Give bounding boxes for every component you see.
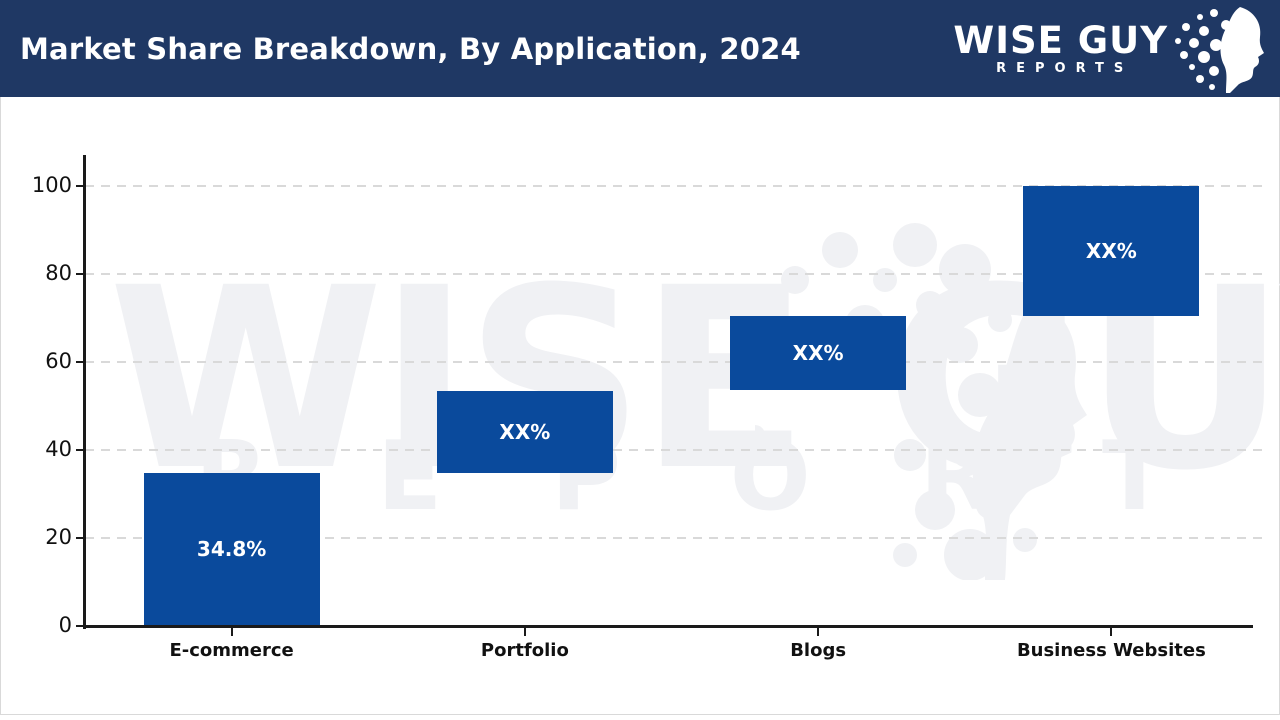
x-axis-line	[83, 625, 1253, 628]
y-axis-tick-label: 40	[45, 436, 72, 461]
header-banner: Market Share Breakdown, By Application, …	[0, 0, 1280, 97]
y-axis-tick-label: 60	[45, 348, 72, 373]
bar-value-label: XX%	[1085, 238, 1137, 263]
logo-brand-text: WISE GUY	[953, 19, 1168, 62]
x-axis-tickmark	[817, 628, 820, 636]
x-axis-tickmark	[1110, 628, 1113, 636]
gridline	[85, 536, 1265, 539]
watermark-sub-text: R E P O R T S	[195, 422, 1280, 532]
x-axis-category-label: E-commerce	[169, 640, 294, 661]
y-axis-line	[83, 155, 86, 629]
watermark-face-dots-icon	[755, 223, 1087, 580]
y-axis-tickmark	[76, 272, 85, 275]
y-axis-tickmark	[76, 184, 85, 187]
bar-value-label: 34.8%	[196, 537, 267, 562]
x-axis-tickmark	[230, 628, 233, 636]
bar-segment: XX%	[1023, 185, 1200, 316]
x-axis-tickmark	[523, 628, 526, 636]
page-title: Market Share Breakdown, By Application, …	[20, 31, 801, 66]
bar-value-label: XX%	[792, 341, 844, 366]
gridline	[85, 272, 1265, 275]
logo-face-dots-icon	[1175, 6, 1264, 93]
y-axis-tick-label: 80	[45, 260, 72, 285]
gridline	[85, 360, 1265, 363]
x-axis-category-label: Business Websites	[1016, 640, 1206, 661]
logo-wordmark: WISE GUY REPORTS	[953, 22, 1168, 75]
x-axis-category-label: Blogs	[790, 640, 847, 661]
bar-segment: XX%	[730, 315, 907, 391]
bar-segment: 34.8%	[143, 472, 320, 626]
y-axis-tick-label: 0	[58, 613, 72, 637]
bar-segment: XX%	[436, 390, 613, 473]
x-axis-category-label: Portfolio	[480, 640, 569, 661]
wiseguy-logo: WISE GUY REPORTS	[953, 3, 1280, 95]
y-axis-tick-label: 100	[31, 172, 72, 197]
logo-sub-text: REPORTS	[996, 61, 1134, 76]
y-axis-tickmark	[76, 448, 85, 451]
y-axis-tickmark	[76, 625, 85, 627]
y-axis-tickmark	[76, 536, 85, 539]
gridline	[85, 184, 1265, 187]
y-axis-tick-label: 20	[45, 524, 72, 549]
y-axis-tickmark	[76, 360, 85, 363]
gridline	[85, 448, 1265, 451]
bar-value-label: XX%	[499, 419, 551, 444]
